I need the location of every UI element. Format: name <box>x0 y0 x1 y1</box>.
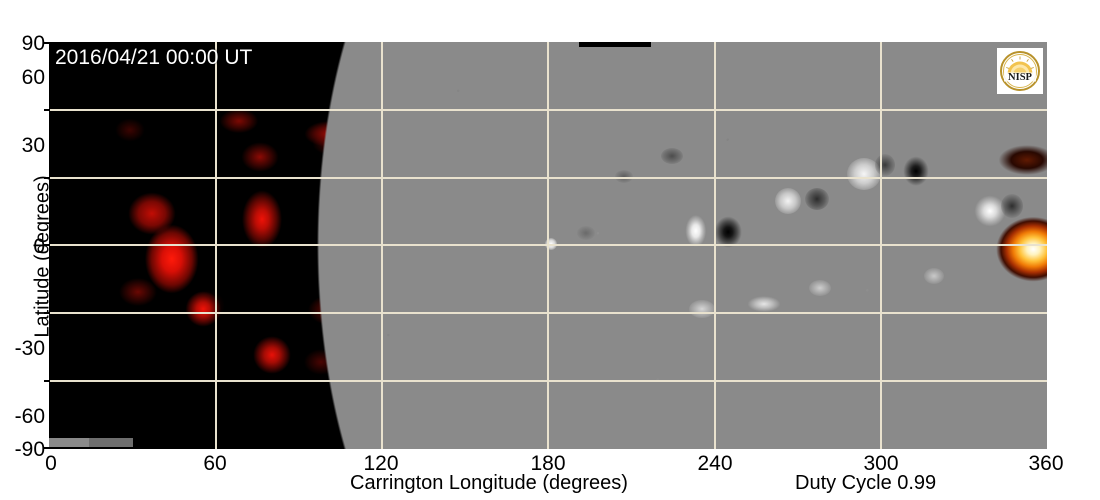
tick-mark <box>44 447 50 449</box>
limb-bright-feature <box>984 192 1047 302</box>
svg-text:NISP: NISP <box>1008 72 1033 83</box>
magnetic-region-positive <box>739 292 789 316</box>
x-tick-0: 0 <box>45 452 57 475</box>
tick-mark <box>44 177 50 179</box>
magnetogram-panel <box>49 42 1047 449</box>
polar-band-remnant <box>49 438 89 447</box>
tick-mark <box>44 244 50 246</box>
tick-mark <box>44 312 50 314</box>
magnetic-region-positive <box>545 238 557 250</box>
y-tick-90: 90 <box>21 32 45 55</box>
y-tick-m90: -90 <box>14 438 45 461</box>
magnetic-region-negative <box>895 150 937 196</box>
magnetic-region-positive <box>924 268 944 284</box>
y-tick-30: 30 <box>21 134 45 157</box>
x-axis-label: Carrington Longitude (degrees) <box>350 472 628 494</box>
magnetic-region-negative <box>875 154 895 176</box>
x-tick-360: 360 <box>1028 452 1064 475</box>
y-tick-0: 0 <box>33 235 45 258</box>
magnetic-region-negative <box>661 148 683 164</box>
timestamp-label: 2016/04/21 00:00 UT <box>55 46 253 69</box>
magnetic-region-positive <box>689 300 715 318</box>
magnetic-region-negative <box>805 188 829 210</box>
synoptic-map-plot: 2016/04/21 00:00 UT <box>49 42 1047 449</box>
magnetic-region-positive <box>775 188 801 214</box>
x-tick-240: 240 <box>697 452 733 475</box>
y-tick-m60: -60 <box>14 405 45 428</box>
tick-mark <box>44 109 50 111</box>
magnetic-region-negative <box>577 226 595 240</box>
magnetic-region-negative <box>707 206 751 256</box>
duty-cycle-label: Duty Cycle 0.99 <box>795 472 937 494</box>
polar-band-remnant <box>579 42 651 47</box>
x-tick-60: 60 <box>203 452 227 475</box>
magnetic-region-negative <box>615 170 633 183</box>
x-tick-180: 180 <box>530 452 566 475</box>
limb-faint-feature <box>979 136 1047 184</box>
x-tick-300: 300 <box>863 452 899 475</box>
polar-band-remnant <box>49 438 133 447</box>
y-tick-60: 60 <box>21 66 45 89</box>
nisp-logo: NISP <box>997 48 1043 94</box>
tick-mark <box>44 42 50 44</box>
tick-mark <box>44 380 50 382</box>
y-tick-m30: -30 <box>14 337 45 360</box>
x-tick-120: 120 <box>363 452 399 475</box>
nisp-logo-icon: NISP <box>1000 51 1040 91</box>
magnetic-region-positive <box>809 280 831 296</box>
